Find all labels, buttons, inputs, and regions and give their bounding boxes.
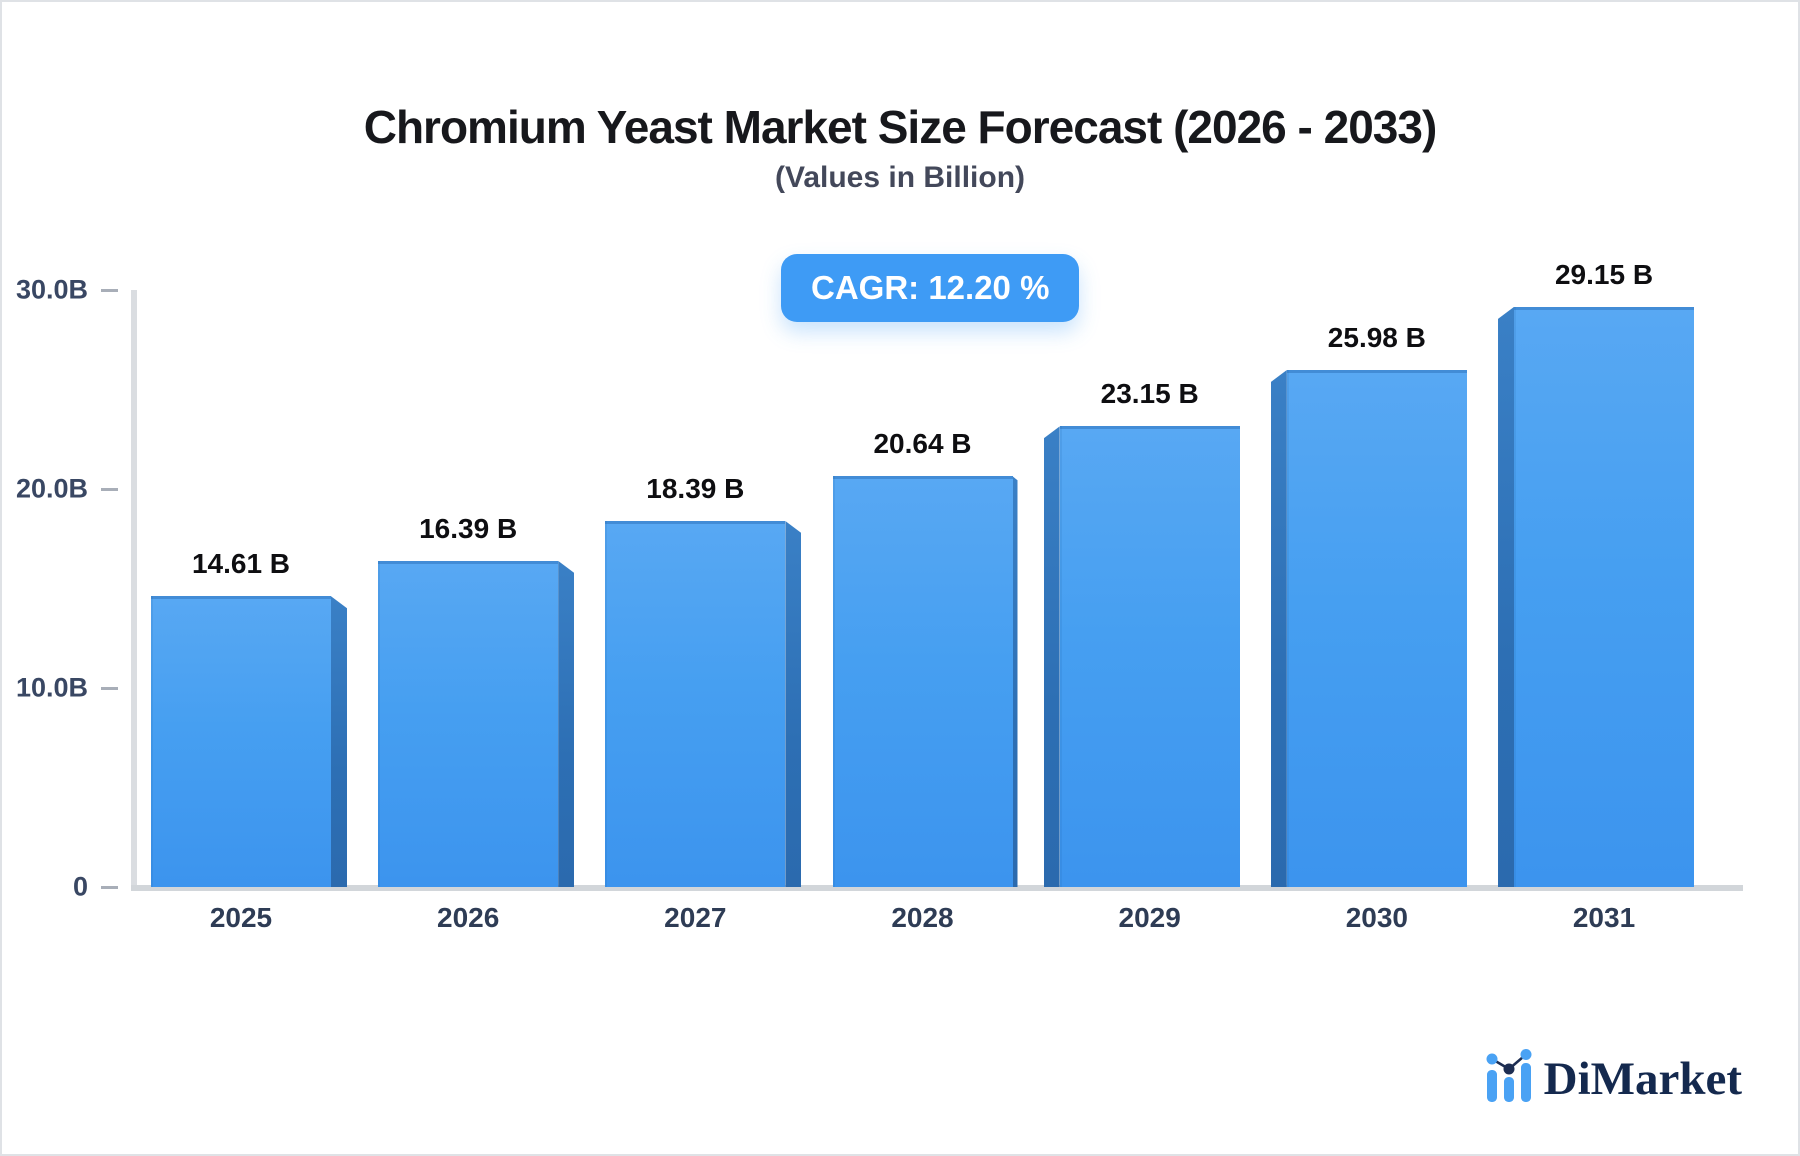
y-tick-label: 10.0B <box>15 672 88 703</box>
y-axis-line <box>131 290 137 887</box>
bar-value-label: 29.15 B <box>1554 258 1654 290</box>
y-tick-label: 30.0B <box>15 274 88 305</box>
bar-side-2026 <box>558 560 575 887</box>
bar-side-2025 <box>331 596 347 887</box>
x-tick-label-2025: 2025 <box>209 902 273 933</box>
bar-value-label: 20.64 B <box>873 428 972 460</box>
x-axis-baseline <box>131 885 1743 891</box>
mini-bar-chart-with-trendline-icon <box>1486 1049 1532 1102</box>
bar-value-label: 23.15 B <box>1100 378 1199 410</box>
brand-logo: DiMarket <box>1486 1048 1742 1106</box>
bar-side-2029 <box>1043 426 1060 887</box>
x-tick-label-2030: 2030 <box>1345 902 1408 933</box>
bar-2031 <box>1514 306 1695 887</box>
bar-2029 <box>1059 426 1240 887</box>
bar-side-2027 <box>785 521 802 887</box>
bar-value-label: 14.61 B <box>191 548 291 580</box>
page-title: Chromium Yeast Market Size Forecast (202… <box>363 101 1438 153</box>
bar-2028 <box>832 476 1013 887</box>
x-tick-label-2029: 2029 <box>1118 902 1181 933</box>
bar-value-label: 18.39 B <box>646 473 745 505</box>
bar-side-2031 <box>1498 306 1515 887</box>
bar-value-label: 16.39 B <box>419 512 518 544</box>
y-tick-label: 0 <box>72 871 88 902</box>
brand-name: DiMarket <box>1543 1053 1742 1106</box>
bar-side-2030 <box>1270 369 1287 887</box>
cagr-badge: CAGR: 12.20 % <box>781 254 1080 322</box>
x-tick-label-2026: 2026 <box>437 902 500 933</box>
bar-2027 <box>605 521 786 887</box>
y-axis-tick <box>101 885 118 889</box>
y-axis-tick <box>101 288 118 292</box>
x-tick-label-2028: 2028 <box>891 902 954 933</box>
bar-2025 <box>151 596 331 887</box>
y-axis-tick <box>101 487 118 491</box>
bar-value-label: 25.98 B <box>1327 321 1426 353</box>
y-tick-label: 20.0B <box>15 473 88 504</box>
x-tick-label-2027: 2027 <box>664 902 727 933</box>
chart-subtitle: (Values in Billion) <box>774 161 1026 194</box>
bar-2030 <box>1286 369 1467 887</box>
x-tick-label-2031: 2031 <box>1572 902 1636 933</box>
bar-side-2028 <box>1012 476 1018 887</box>
bar-2026 <box>378 560 559 887</box>
y-axis-tick <box>101 686 118 690</box>
